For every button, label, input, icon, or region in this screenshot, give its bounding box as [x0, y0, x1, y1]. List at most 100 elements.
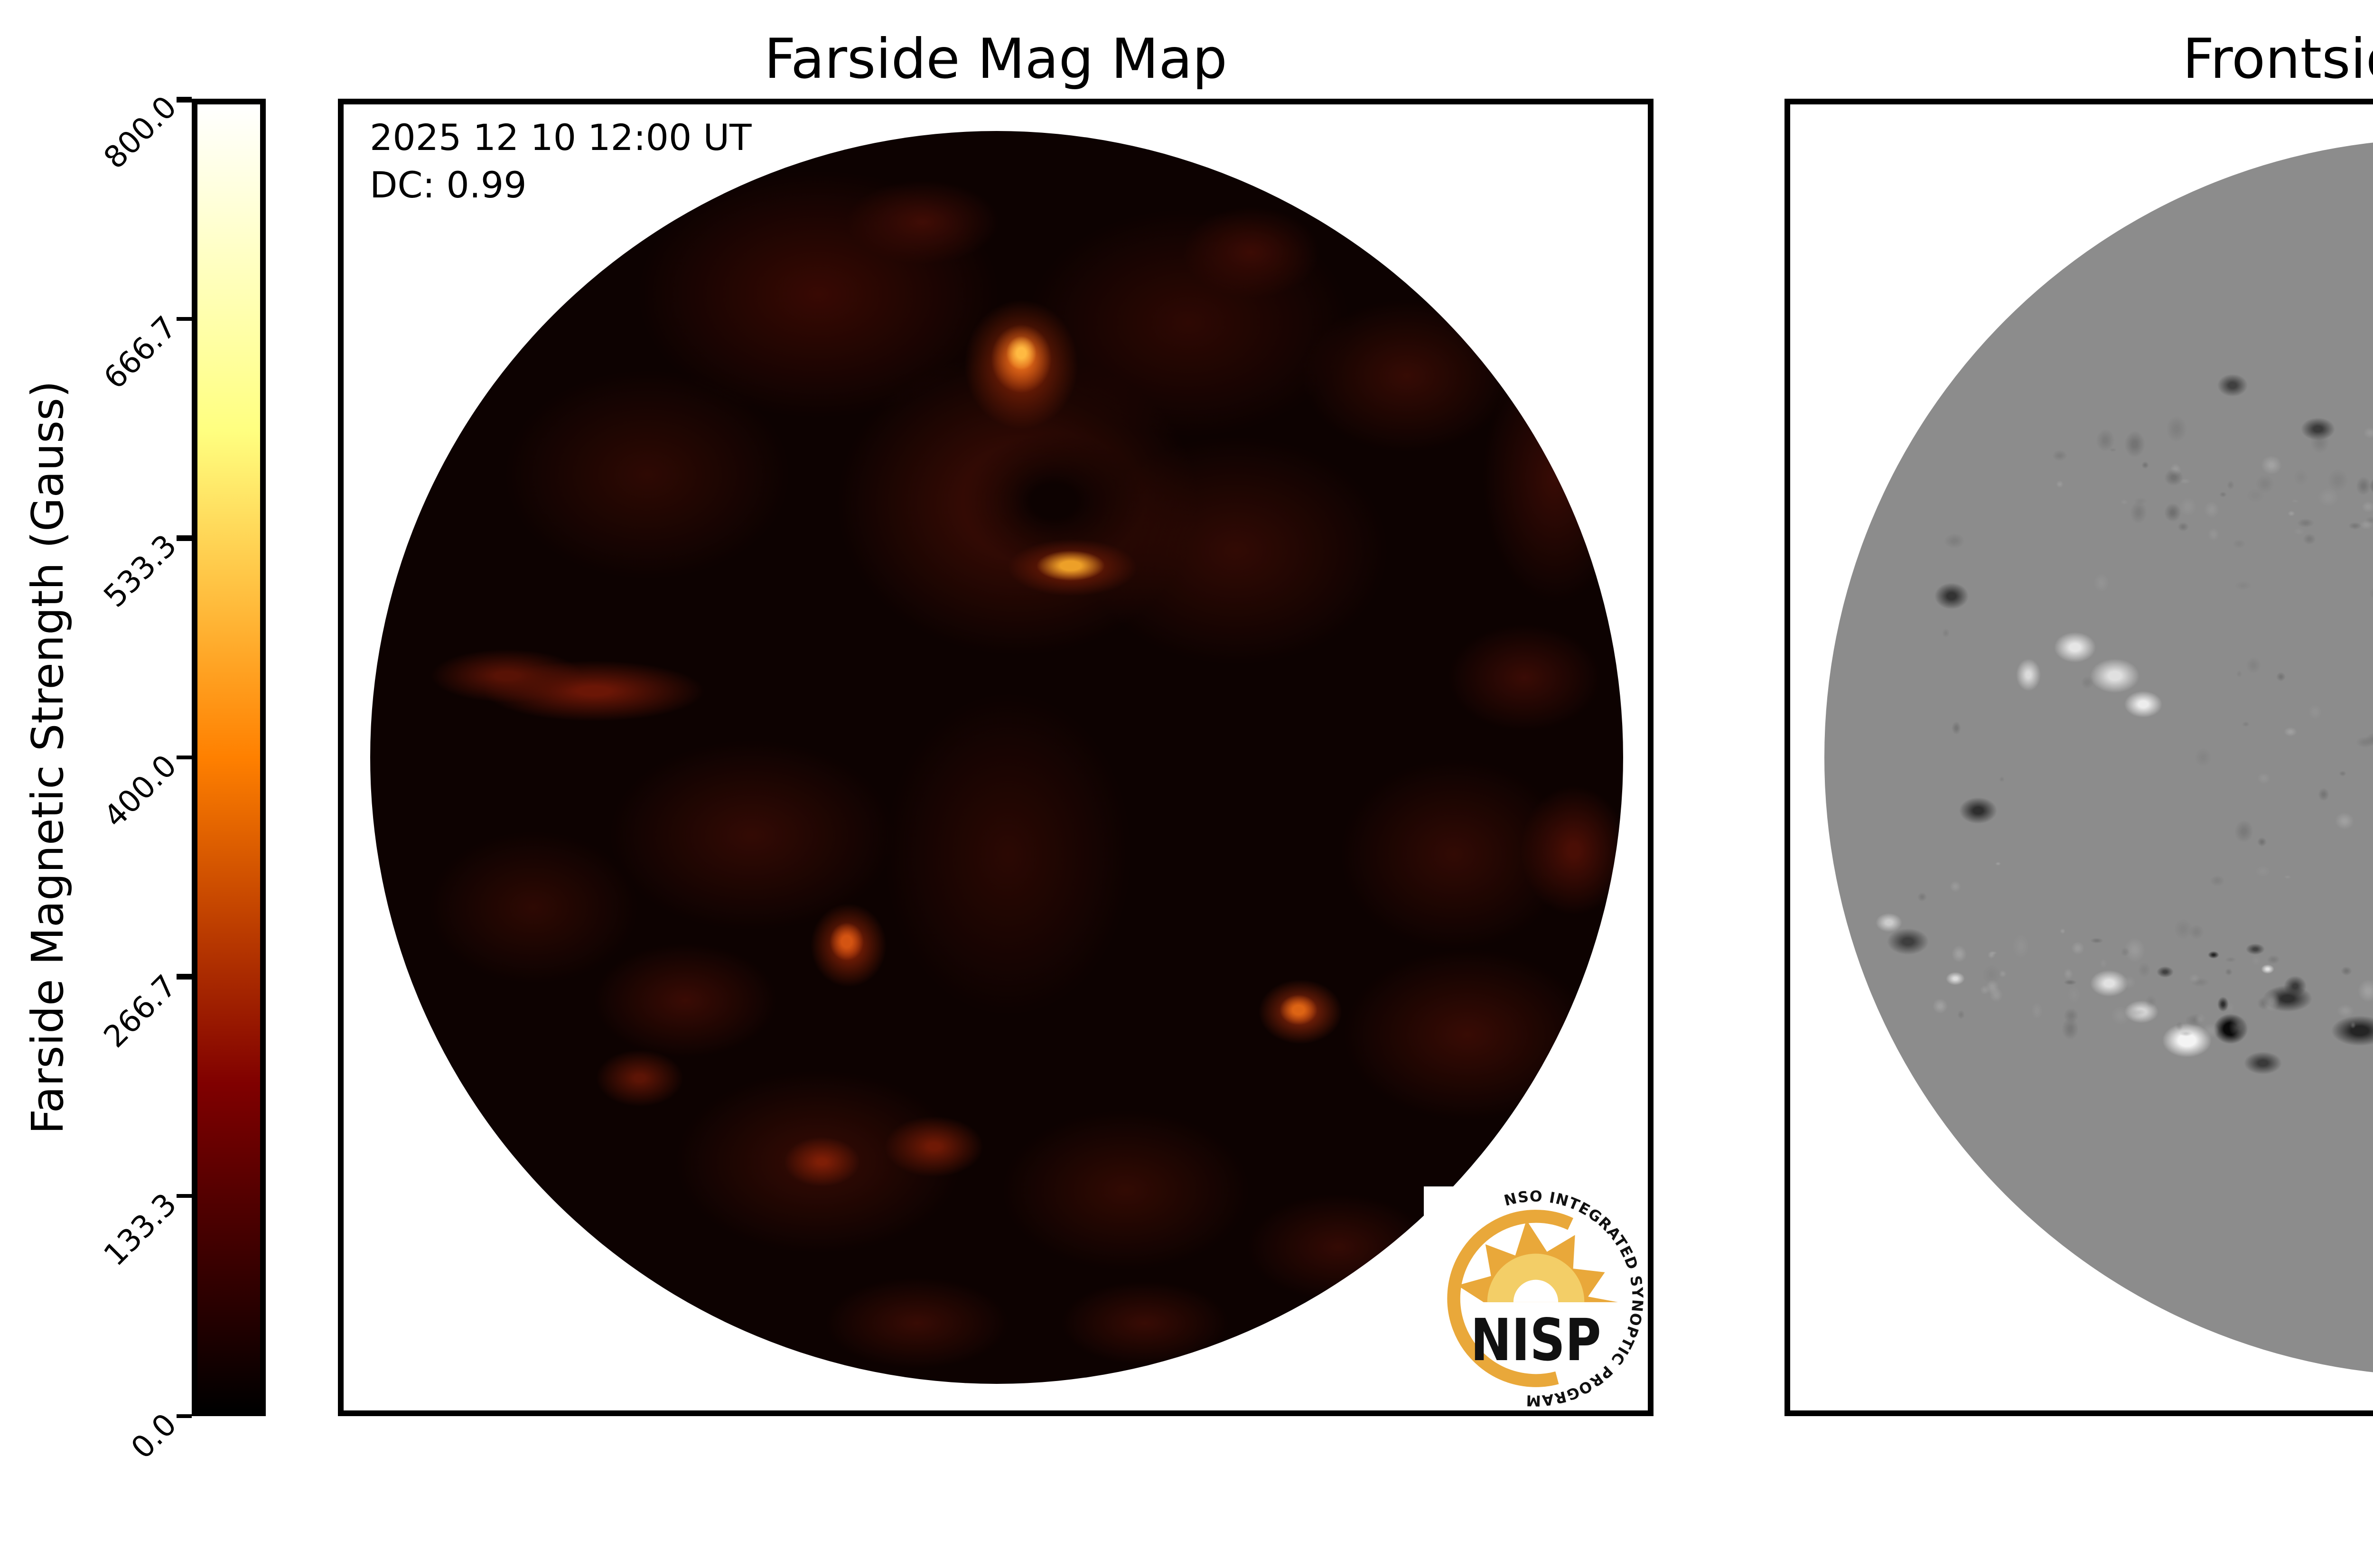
- mag-blob: [2213, 1014, 2247, 1045]
- mag-speckle: [2208, 528, 2219, 541]
- mag-speckle: [1952, 945, 1967, 963]
- mag-speckle: [2246, 657, 2261, 673]
- mag-speckle: [2336, 1004, 2353, 1017]
- mag-speckle: [2235, 582, 2252, 591]
- colorbar-tick: [176, 755, 191, 760]
- mag-speckle: [2189, 924, 2203, 940]
- mag-speckle: [1985, 980, 1999, 995]
- mag-speckle: [1949, 880, 1961, 893]
- mag-speckle: [2335, 813, 2354, 829]
- mag-speckle: [2356, 476, 2372, 495]
- mag-blob: [1182, 207, 1319, 299]
- colorbar-tick: [176, 1413, 191, 1418]
- mag-speckle: [2141, 461, 2149, 468]
- mag-speckle: [2258, 996, 2270, 1009]
- mag-speckle: [2125, 938, 2146, 962]
- mag-blob: [1482, 355, 1622, 602]
- mag-speckle: [2365, 732, 2373, 747]
- mag-blob: [2243, 1052, 2281, 1075]
- mag-blob: [1006, 336, 1036, 371]
- mag-blob: [675, 1071, 960, 1253]
- mag-speckle: [2362, 501, 2373, 512]
- mag-blob: [1887, 929, 1928, 955]
- mag-speckle: [2202, 1024, 2219, 1038]
- mag-blob: [430, 650, 582, 703]
- mag-speckle: [2364, 428, 2373, 439]
- mag-blob: [1258, 980, 1342, 1045]
- mag-blob: [1302, 300, 1511, 452]
- mag-blob: [609, 741, 894, 931]
- mag-speckle: [2227, 1003, 2235, 1013]
- mag-speckle: [1998, 969, 2007, 977]
- mag-speckle: [2262, 964, 2275, 974]
- mag-speckle: [2192, 978, 2210, 988]
- colorbar-tick-label: 0.0: [21, 1406, 184, 1568]
- mag-blob: [846, 181, 998, 264]
- colorbar-tick: [176, 97, 191, 102]
- mag-speckle: [2207, 951, 2219, 958]
- mag-speckle: [2120, 947, 2130, 957]
- mag-blob: [1340, 760, 1568, 950]
- frontside-title: Frontside Mag Map: [1784, 23, 2373, 95]
- mag-blob: [1959, 798, 1997, 824]
- mag-speckle: [2110, 448, 2117, 452]
- mag-blob: [884, 693, 1131, 1016]
- mag-speckle: [2059, 929, 2066, 934]
- mag-speckle: [2137, 962, 2151, 978]
- mag-speckle: [2242, 721, 2251, 728]
- mag-blob: [837, 352, 1197, 655]
- mag-speckle: [1946, 971, 1965, 986]
- mag-speckle: [2186, 1014, 2205, 1027]
- mag-speckle: [2219, 492, 2227, 498]
- mag-blob: [990, 325, 1051, 393]
- mag-speckle: [2061, 1018, 2080, 1041]
- mag-speckle: [2126, 1007, 2146, 1018]
- mag-blob: [1875, 914, 1902, 933]
- mag-speckle: [2081, 675, 2094, 690]
- mag-speckle: [2293, 528, 2304, 535]
- mag-speckle: [1956, 1009, 1964, 1019]
- colorbar-tick: [176, 536, 191, 541]
- mag-speckle: [1989, 952, 1995, 958]
- mag-speckle: [2277, 672, 2286, 682]
- mag-speckle: [2291, 498, 2299, 504]
- frontside-disk: [1823, 139, 2373, 1376]
- mag-speckle: [2100, 958, 2107, 968]
- mag-speckle: [2066, 986, 2081, 1004]
- mag-blob: [429, 832, 637, 984]
- mag-blob: [1279, 995, 1317, 1026]
- mag-speckle: [2157, 967, 2174, 978]
- colorbar-tick: [176, 974, 191, 979]
- colorbar-tick-label: 800.0: [21, 89, 184, 252]
- mag-blob: [825, 1278, 1008, 1369]
- mag-speckle: [2096, 429, 2114, 452]
- mag-speckle: [2175, 1021, 2183, 1031]
- mag-speckle: [2012, 935, 2029, 959]
- mag-blob: [884, 1117, 983, 1177]
- dc-annotation: DC: 0.99: [370, 163, 752, 209]
- mag-speckle: [2235, 821, 2254, 844]
- mag-speckle: [2358, 980, 2373, 1003]
- mag-speckle: [2125, 430, 2145, 457]
- mag-blob: [2300, 418, 2335, 441]
- mag-blob: [2162, 1024, 2211, 1058]
- mag-speckle: [2226, 480, 2234, 490]
- nisp-wordmark: NISP: [1471, 1306, 1601, 1373]
- mag-speckle: [2178, 523, 2188, 532]
- mag-speckle: [2251, 954, 2261, 966]
- mag-speckle: [2370, 587, 2373, 599]
- mag-speckle: [2072, 941, 2084, 955]
- mag-blob: [1934, 583, 1968, 610]
- mag-blob: [504, 371, 789, 579]
- mag-blob: [2090, 971, 2128, 997]
- mag-blob: [1084, 437, 1387, 665]
- mag-speckle: [2164, 469, 2183, 487]
- mag-speckle: [2309, 431, 2329, 453]
- mag-blob: [1344, 950, 1590, 1120]
- mag-blob: [484, 661, 704, 722]
- mag-speckle: [2284, 726, 2297, 737]
- mag-speckle: [2121, 500, 2128, 505]
- mag-speckle: [2245, 488, 2264, 503]
- mag-speckle: [2261, 455, 2282, 475]
- mag-speckle: [1990, 951, 1996, 955]
